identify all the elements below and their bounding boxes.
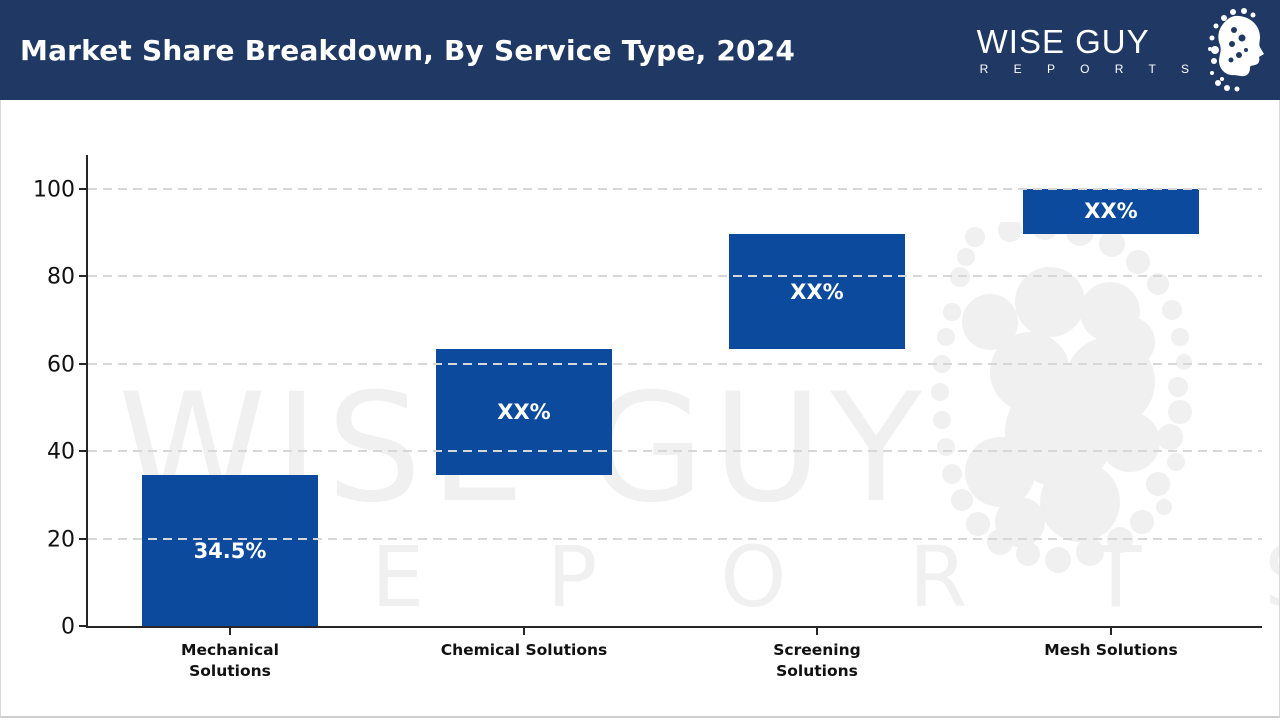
- y-tick-mark: [79, 275, 86, 277]
- y-tick-mark: [79, 362, 86, 365]
- bar-value-label: 34.5%: [193, 538, 267, 563]
- y-tick-mark: [79, 187, 86, 190]
- gridline: [88, 362, 1262, 365]
- y-tick-mark: [79, 450, 86, 452]
- x-tick-mark: [523, 628, 525, 635]
- bar-screening-solutions: [729, 234, 905, 350]
- bar-chemical-solutions: [436, 349, 612, 476]
- x-tick-mark: [229, 628, 231, 635]
- y-tick-label: 0: [61, 614, 75, 640]
- logo-text: WISE GUY R E P O R T S: [976, 22, 1200, 76]
- bar-value-label: XX%: [1084, 199, 1138, 224]
- y-tick-label: 40: [47, 439, 75, 465]
- gridline: [88, 275, 1262, 277]
- wise-guy-logo: WISE GUY R E P O R T S: [977, 8, 1266, 92]
- gridline: [88, 187, 1262, 190]
- bar-mesh-solutions: [1023, 188, 1199, 235]
- y-tick-mark: [79, 625, 86, 627]
- y-tick-label: 20: [47, 527, 75, 552]
- logo-subtitle: R E P O R T S: [979, 61, 1200, 76]
- y-axis-line: [86, 155, 88, 628]
- gridline: [88, 537, 1262, 540]
- chart-title: Market Share Breakdown, By Service Type,…: [20, 33, 796, 67]
- y-tick-mark: [79, 537, 86, 540]
- y-tick-label: 100: [33, 177, 75, 202]
- header-bar: Market Share Breakdown, By Service Type,…: [0, 0, 1280, 100]
- gridline: [88, 450, 1262, 452]
- watermark-face-icon: [931, 222, 1192, 573]
- logo-face-icon: [1208, 8, 1264, 92]
- x-axis-line: [86, 626, 1262, 628]
- chart-area: WISE GUY R E P O R T S 0 20 40 60 80 100 34.5%…: [0, 100, 1280, 720]
- logo-wordmark: WISE GUY: [976, 22, 1150, 60]
- x-tick-mark: [1110, 628, 1112, 635]
- bar-value-label: XX%: [497, 400, 551, 425]
- y-tick-label: 80: [47, 264, 75, 290]
- x-tick-label: Mesh Solutions: [1044, 641, 1178, 659]
- x-tick-label: Screening Solutions: [773, 641, 861, 680]
- x-tick-label: Mechanical Solutions: [181, 641, 279, 680]
- x-tick-label: Chemical Solutions: [440, 641, 608, 659]
- y-tick-label: 60: [47, 352, 75, 377]
- bar-mechanical-solutions: [142, 475, 318, 626]
- x-tick-mark: [816, 628, 818, 635]
- bar-value-label: XX%: [790, 279, 844, 304]
